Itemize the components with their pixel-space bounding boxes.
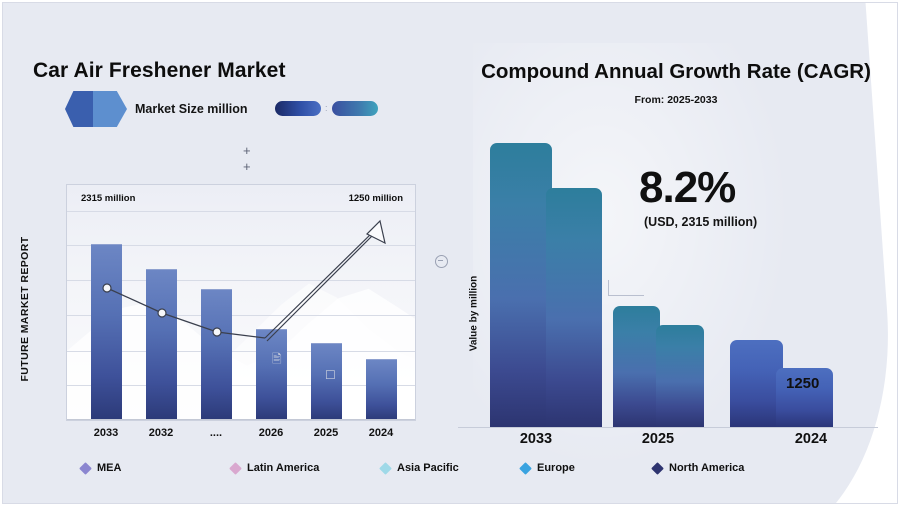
right-chart-x-labels: 2033 2025 2024 [458, 431, 888, 451]
x-label-2024: 2024 [368, 427, 394, 439]
frame-decoration-icon: ☐ [325, 368, 336, 382]
hexagon-logo-icon [65, 91, 127, 127]
legend-item-latin-america[interactable]: Latin America [229, 461, 320, 475]
legend-item-asia-pacific[interactable]: Asia Pacific [379, 461, 459, 475]
left-chart-y-axis-label: FUTURE MARKET REPORT [19, 236, 31, 382]
brand-logo-row: Market Size million [65, 91, 248, 127]
bar-2025 [311, 343, 342, 420]
legend-item-mea[interactable]: MEA [79, 461, 122, 475]
legend-label: Latin America [247, 462, 320, 474]
legend-marker-icon [229, 461, 242, 475]
right-chart-data-label: 1250 [786, 375, 820, 392]
bar-2033 [91, 244, 122, 420]
bar-2032 [146, 269, 177, 420]
pill-badge-group: : [275, 101, 378, 116]
legend-label: Asia Pacific [397, 462, 459, 474]
bar-2024 [366, 359, 397, 420]
x-label-2032: 2032 [148, 427, 174, 439]
legend-marker-icon [519, 461, 532, 475]
right-chart-y-axis-label: Value by million [468, 275, 480, 352]
x-label-2033: 2033 [93, 427, 119, 439]
minus-circle-icon [435, 255, 448, 268]
right-bar-2025-lower [656, 325, 704, 428]
bar-2026 [256, 329, 287, 420]
document-decoration-icon: 🖹 [272, 352, 282, 366]
plus-marks-decoration: + + [243, 143, 251, 174]
x-label-2025: 2025 [313, 427, 339, 439]
legend-item-europe[interactable]: Europe [519, 461, 575, 475]
cagr-subtext: (USD, 2315 million) [644, 215, 758, 229]
legend-marker-icon [79, 461, 92, 475]
pill-badge-secondary [331, 101, 378, 116]
left-bar-chart: 2315 million 1250 million 🖹 ☐ [66, 184, 416, 421]
bracket-decoration [608, 280, 644, 296]
legend-label: North America [669, 462, 745, 474]
right-bar-2033-upper [490, 143, 552, 428]
cagr-value: 8.2% [639, 163, 736, 212]
right-panel-subtitle: From: 2025-2033 [634, 94, 718, 106]
right-x-label-2025: 2025 [641, 431, 675, 447]
growth-arrow-icon [264, 219, 386, 342]
pill-badge-primary [275, 101, 321, 116]
legend-marker-icon [651, 461, 664, 475]
trend-line-series [102, 283, 266, 339]
legend-item-north-america[interactable]: North America [651, 461, 745, 475]
right-chart-baseline [458, 427, 878, 428]
legend-label: Europe [537, 462, 575, 474]
pill-separator: : [325, 103, 328, 113]
right-x-label-2024: 2024 [794, 431, 828, 447]
left-chart-x-labels: 2033 2032 .... 2026 2025 2024 [66, 427, 416, 447]
legend-marker-icon [379, 461, 392, 475]
market-size-label: Market Size million [135, 102, 248, 116]
left-panel-title: Car Air Freshener Market [33, 59, 286, 82]
right-x-label-2033: 2033 [519, 431, 553, 447]
bar-dots [201, 289, 232, 420]
right-bar-2033-lower [546, 188, 602, 428]
right-bar-2024-lower [776, 368, 833, 428]
legend-label: MEA [97, 462, 122, 474]
right-bar-2025-upper [613, 306, 660, 428]
x-label-2026: 2026 [258, 427, 284, 439]
left-chart-annotation-end: 1250 million [348, 193, 403, 204]
right-bar-chart [458, 143, 888, 428]
left-chart-axis [67, 419, 415, 420]
right-panel-title: Compound Annual Growth Rate (CAGR) [481, 60, 871, 83]
x-label-ellipsis: .... [209, 427, 223, 439]
right-bar-2024-upper [730, 340, 783, 428]
left-chart-annotation-start: 2315 million [81, 193, 136, 204]
